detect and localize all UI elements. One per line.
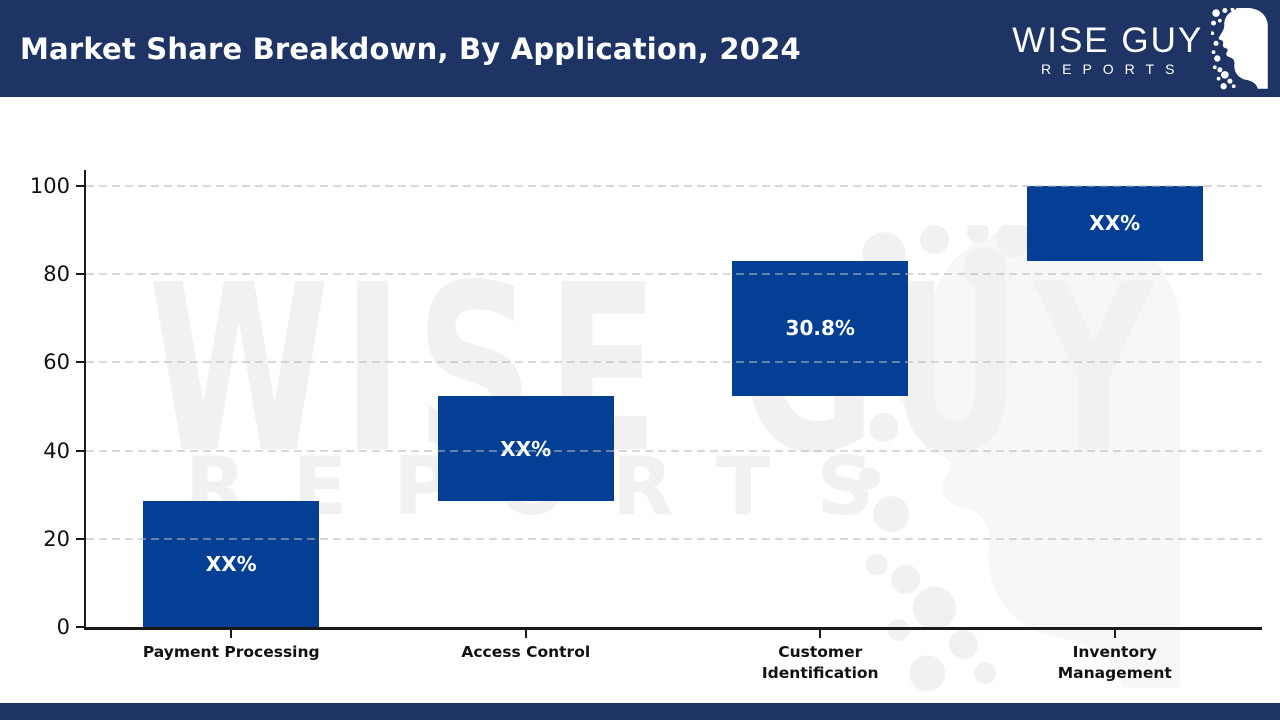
bar-value-label: XX% (205, 552, 257, 577)
y-tick-mark (76, 361, 84, 364)
bar-value-label: 30.8% (785, 316, 855, 341)
x-category-label: Access Control (461, 643, 591, 661)
logo-text: WISE GUY REPORTS (1012, 23, 1203, 76)
y-tick-mark (76, 626, 84, 628)
x-tick-mark (1113, 630, 1116, 638)
gridline (86, 185, 1262, 187)
x-tick-mark (230, 630, 233, 638)
x-category-label: Payment Processing (142, 643, 320, 661)
bar-value-label: XX% (500, 436, 552, 461)
face-profile-icon (1211, 8, 1268, 90)
y-tick-mark (76, 185, 84, 187)
y-axis-line (84, 170, 86, 630)
y-tick-label: 80 (43, 262, 70, 287)
wiseguy-logo: WISE GUY REPORTS (1012, 6, 1268, 92)
bar: XX% (143, 501, 320, 627)
logo-wordmark: WISE GUY (1012, 20, 1204, 60)
x-category-label: Inventory Management (1057, 643, 1172, 683)
x-category-label: Customer Identification (761, 643, 879, 683)
bar: 30.8% (732, 260, 909, 397)
x-tick-mark (819, 630, 822, 638)
x-tick-mark (524, 630, 527, 638)
gridline (86, 449, 1262, 452)
header-bar: Market Share Breakdown, By Application, … (0, 0, 1280, 97)
gridline (86, 273, 1262, 276)
y-tick-label: 0 (56, 615, 70, 639)
logo-subtitle: REPORTS (1041, 60, 1186, 77)
y-tick-label: 20 (43, 526, 70, 551)
y-tick-mark (76, 273, 84, 276)
bar-value-label: XX% (1089, 211, 1141, 236)
bar: XX% (437, 396, 614, 502)
page-title: Market Share Breakdown, By Application, … (20, 31, 801, 66)
gridline (86, 537, 1262, 540)
footer-bar (0, 703, 1280, 720)
bar: XX% (1026, 186, 1203, 261)
gridline (86, 361, 1262, 364)
y-tick-label: 100 (29, 174, 70, 198)
y-tick-mark (76, 449, 84, 452)
x-axis-line (84, 627, 1262, 630)
y-tick-label: 60 (43, 350, 70, 375)
y-tick-mark (76, 537, 84, 540)
y-tick-label: 40 (43, 438, 70, 463)
